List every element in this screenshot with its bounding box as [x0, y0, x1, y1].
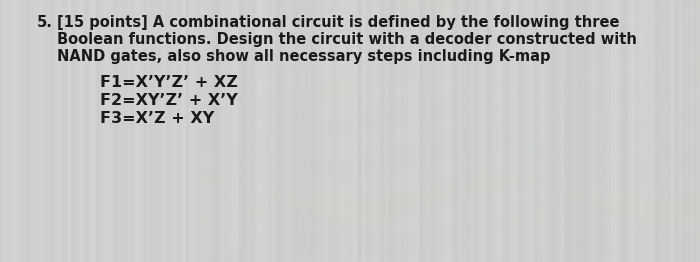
- Text: [15 points] A combinational circuit is defined by the following three: [15 points] A combinational circuit is d…: [57, 15, 620, 30]
- Text: F2=XY’Z’ + X’Y: F2=XY’Z’ + X’Y: [100, 93, 238, 108]
- Text: Boolean functions. Design the circuit with a decoder constructed with: Boolean functions. Design the circuit wi…: [57, 32, 637, 47]
- Text: NAND gates, also show all necessary steps including K-map: NAND gates, also show all necessary step…: [57, 49, 550, 64]
- Text: F1=X’Y’Z’ + XZ: F1=X’Y’Z’ + XZ: [100, 75, 238, 90]
- Text: F3=X’Z + XY: F3=X’Z + XY: [100, 111, 214, 126]
- Text: 5.: 5.: [37, 15, 53, 30]
